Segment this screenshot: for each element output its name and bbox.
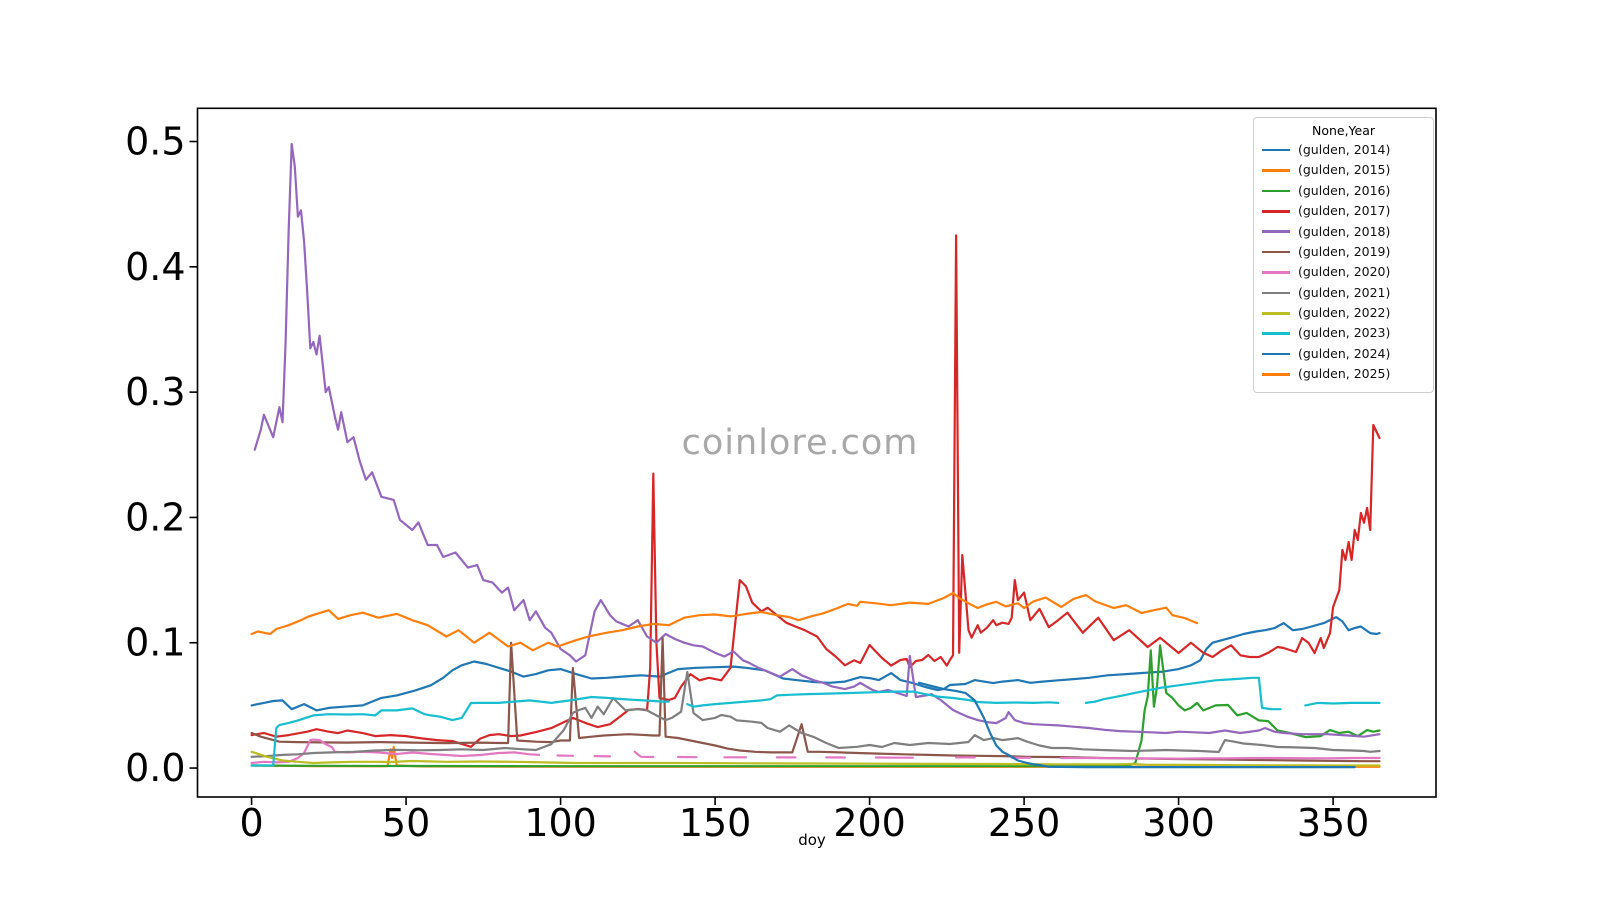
legend-item-label: (gulden, 2021) bbox=[1298, 284, 1391, 300]
legend-item-2023: (gulden, 2023) bbox=[1260, 324, 1427, 344]
legend-item-label: (gulden, 2018) bbox=[1298, 223, 1391, 239]
legend-line-swatch-icon bbox=[1262, 373, 1290, 376]
x-tick-label: 350 bbox=[1297, 801, 1370, 845]
legend-title: None,Year bbox=[1311, 123, 1376, 138]
series-line-2023 bbox=[250, 676, 1381, 767]
legend-item-2016: (gulden, 2016) bbox=[1260, 181, 1427, 201]
y-tick-label: 0.4 bbox=[125, 245, 185, 289]
legend-line-swatch-icon bbox=[1262, 250, 1290, 254]
y-tick-label: 0.0 bbox=[125, 746, 185, 790]
legend-line-swatch-icon bbox=[1262, 210, 1290, 213]
legend-item-label: (gulden, 2016) bbox=[1298, 182, 1391, 198]
x-tick-label: 250 bbox=[988, 801, 1061, 845]
x-tick-label: 200 bbox=[833, 801, 906, 845]
series-line-2017 bbox=[250, 234, 1381, 748]
y-tick-label: 0.5 bbox=[125, 120, 185, 164]
legend-item-label: (gulden, 2024) bbox=[1298, 345, 1391, 361]
legend-item-2020: (gulden, 2020) bbox=[1260, 262, 1427, 282]
legend-line-swatch-icon bbox=[1262, 271, 1290, 274]
legend-item-2019: (gulden, 2019) bbox=[1260, 242, 1427, 262]
series-lines bbox=[250, 142, 1381, 769]
legend-line-swatch-icon bbox=[1262, 189, 1290, 193]
y-tick-label: 0.3 bbox=[125, 370, 185, 414]
legend-line-swatch-icon bbox=[1262, 148, 1290, 152]
legend-item-2015: (gulden, 2015) bbox=[1260, 160, 1427, 180]
x-tick-label: 50 bbox=[382, 801, 430, 845]
legend-items: (gulden, 2014) (gulden, 2015) (gulden, 201… bbox=[1260, 140, 1427, 385]
legend: None,Year (gulden, 2014) (gulden, 2015) (g… bbox=[1253, 117, 1434, 393]
series-line-2016 bbox=[250, 644, 1381, 768]
series-line-2018 bbox=[253, 142, 1381, 738]
x-tick-label: 150 bbox=[679, 801, 752, 845]
legend-line-swatch-icon bbox=[1262, 312, 1290, 315]
x-tick-label: 300 bbox=[1142, 801, 1215, 845]
legend-line-swatch-icon bbox=[1262, 169, 1290, 172]
legend-item-label: (gulden, 2017) bbox=[1298, 203, 1391, 219]
legend-item-label: (gulden, 2014) bbox=[1298, 141, 1391, 157]
watermark: coinlore.com bbox=[681, 423, 919, 463]
legend-item-2018: (gulden, 2018) bbox=[1260, 222, 1427, 242]
series-line-2025 bbox=[250, 591, 1199, 652]
legend-line-swatch-icon bbox=[1262, 291, 1290, 295]
legend-item-2017: (gulden, 2017) bbox=[1260, 201, 1427, 221]
legend-line-swatch-icon bbox=[1262, 332, 1290, 335]
series-line-2022 bbox=[250, 750, 1381, 767]
legend-line-swatch-icon bbox=[1262, 230, 1290, 234]
series-line-2014 bbox=[250, 616, 1381, 712]
series-line-2024 bbox=[917, 681, 1356, 769]
legend-item-2024: (gulden, 2024) bbox=[1260, 344, 1427, 364]
legend-item-label: (gulden, 2022) bbox=[1298, 305, 1391, 321]
series-line-2021 bbox=[250, 671, 1381, 758]
legend-item-label: (gulden, 2015) bbox=[1298, 162, 1391, 178]
y-tick-label: 0.1 bbox=[125, 621, 185, 665]
axes-border bbox=[196, 107, 1437, 798]
legend-item-label: (gulden, 2020) bbox=[1298, 264, 1391, 280]
x-tick-label: 100 bbox=[524, 801, 597, 845]
x-axis-label: doy bbox=[798, 831, 826, 849]
y-tick-label: 0.2 bbox=[125, 495, 185, 539]
legend-item-2022: (gulden, 2022) bbox=[1260, 303, 1427, 323]
legend-item-2014: (gulden, 2014) bbox=[1260, 140, 1427, 160]
legend-item-label: (gulden, 2019) bbox=[1298, 243, 1391, 259]
legend-item-label: (gulden, 2023) bbox=[1298, 325, 1391, 341]
legend-item-label: (gulden, 2025) bbox=[1298, 366, 1391, 382]
x-tick-label: 0 bbox=[239, 801, 263, 845]
legend-item-2025: (gulden, 2025) bbox=[1260, 364, 1427, 384]
legend-line-swatch-icon bbox=[1262, 352, 1290, 356]
legend-item-2021: (gulden, 2021) bbox=[1260, 283, 1427, 303]
